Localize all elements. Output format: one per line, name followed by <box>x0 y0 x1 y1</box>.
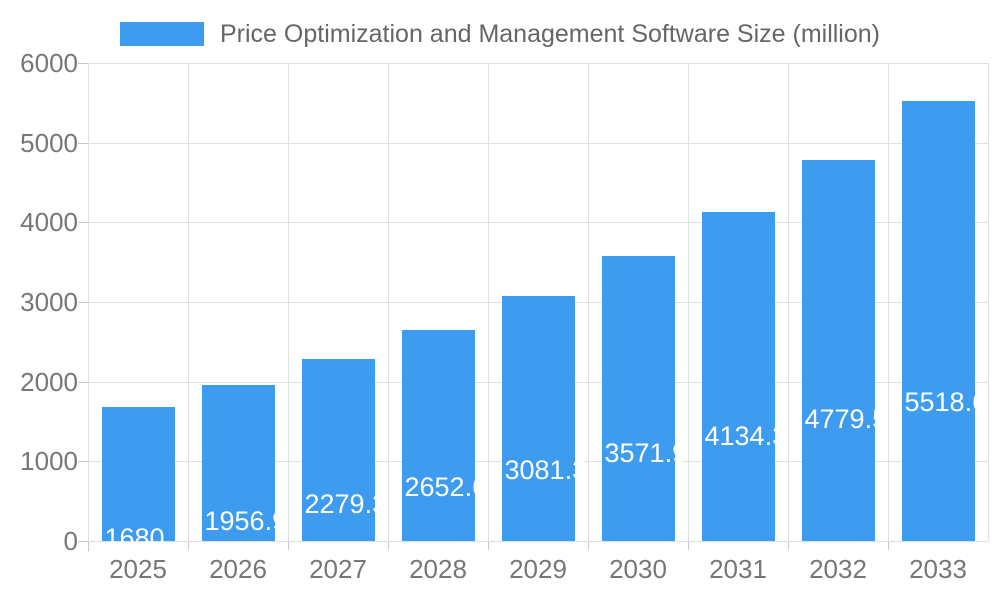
x-axis-tick-mark <box>488 541 489 550</box>
y-axis-tick-label: 0 <box>63 526 78 556</box>
legend-label: Price Optimization and Management Softwa… <box>220 19 880 48</box>
bar[interactable] <box>701 211 775 541</box>
legend-swatch-icon <box>120 22 204 46</box>
bar[interactable] <box>401 329 475 541</box>
gridline-vertical <box>688 63 689 541</box>
bar-value-label: 4779.5 <box>804 404 888 434</box>
x-axis-tick-label: 2030 <box>609 554 667 584</box>
bar-value-label: 2652.6 <box>404 472 488 502</box>
x-axis-tick-mark <box>288 541 289 550</box>
gridline-horizontal <box>88 63 988 64</box>
gridline-horizontal <box>88 222 988 224</box>
x-axis-tick-mark <box>388 541 389 550</box>
x-axis-tick-label: 2028 <box>409 554 467 584</box>
bar[interactable] <box>301 359 375 541</box>
gridline-horizontal <box>88 142 988 144</box>
gridline-vertical <box>88 63 89 541</box>
x-axis-tick-label: 2025 <box>109 554 167 584</box>
gridline-vertical <box>888 63 889 541</box>
bar-value-label: 4134.3 <box>704 421 788 451</box>
y-axis-tick-label: 4000 <box>20 207 78 238</box>
bar-value-label: 1680 <box>104 523 165 553</box>
y-axis-tick-label: 5000 <box>20 127 78 158</box>
x-axis-tick-label: 2029 <box>509 554 567 584</box>
gridline-vertical <box>288 63 289 541</box>
gridline-vertical <box>488 63 489 541</box>
y-axis-tick-mark <box>78 142 88 144</box>
bar[interactable] <box>201 385 275 541</box>
bar[interactable] <box>801 160 875 541</box>
x-axis-tick-mark <box>88 541 89 550</box>
x-axis-tick-mark <box>588 541 589 550</box>
bar-value-label: 3571.9 <box>604 438 688 468</box>
bar[interactable] <box>601 256 675 541</box>
bar[interactable] <box>901 101 975 541</box>
x-axis-tick-mark <box>688 541 689 550</box>
x-axis-tick-mark <box>188 541 189 550</box>
y-axis-tick-label: 6000 <box>20 48 78 78</box>
y-axis-tick-mark <box>78 63 88 64</box>
bar-value-label: 2279.3 <box>304 489 388 519</box>
gridline-vertical <box>588 63 589 541</box>
gridline-horizontal <box>88 541 988 542</box>
bar-value-label: 5518.6 <box>904 387 988 417</box>
x-axis-tick-label: 2032 <box>809 554 867 584</box>
gridline-vertical <box>188 63 189 541</box>
y-axis-tick-mark <box>78 461 88 463</box>
y-axis-tick-mark <box>78 302 88 303</box>
plot-area: 1680 1956.9 2279.3 2652.6 3081.3 3571.9 4134.3… <box>88 63 989 552</box>
gridline-vertical <box>988 63 989 541</box>
bar-value-label: 3081.3 <box>504 455 588 485</box>
y-axis-tick-mark <box>78 541 88 542</box>
x-axis-tick-mark <box>888 541 889 550</box>
bar[interactable] <box>101 407 175 541</box>
x-axis-tick-label: 2031 <box>709 554 767 584</box>
bar[interactable] <box>501 295 575 541</box>
bar-value-label: 1956.9 <box>204 506 288 536</box>
y-axis-tick-mark <box>78 222 88 224</box>
gridline-vertical <box>388 63 389 541</box>
y-axis-tick-mark <box>78 381 88 383</box>
y-axis-tick-label: 3000 <box>20 287 78 317</box>
gridline-vertical <box>788 63 789 541</box>
x-axis-tick-label: 2026 <box>209 554 267 584</box>
x-axis-tick-label: 2027 <box>309 554 367 584</box>
y-axis-tick-label: 2000 <box>20 366 78 397</box>
x-axis-tick-label: 2033 <box>909 554 967 584</box>
y-axis-tick-label: 1000 <box>20 446 78 477</box>
x-axis-tick-mark <box>788 541 789 550</box>
chart-legend: Price Optimization and Management Softwa… <box>0 12 1000 56</box>
